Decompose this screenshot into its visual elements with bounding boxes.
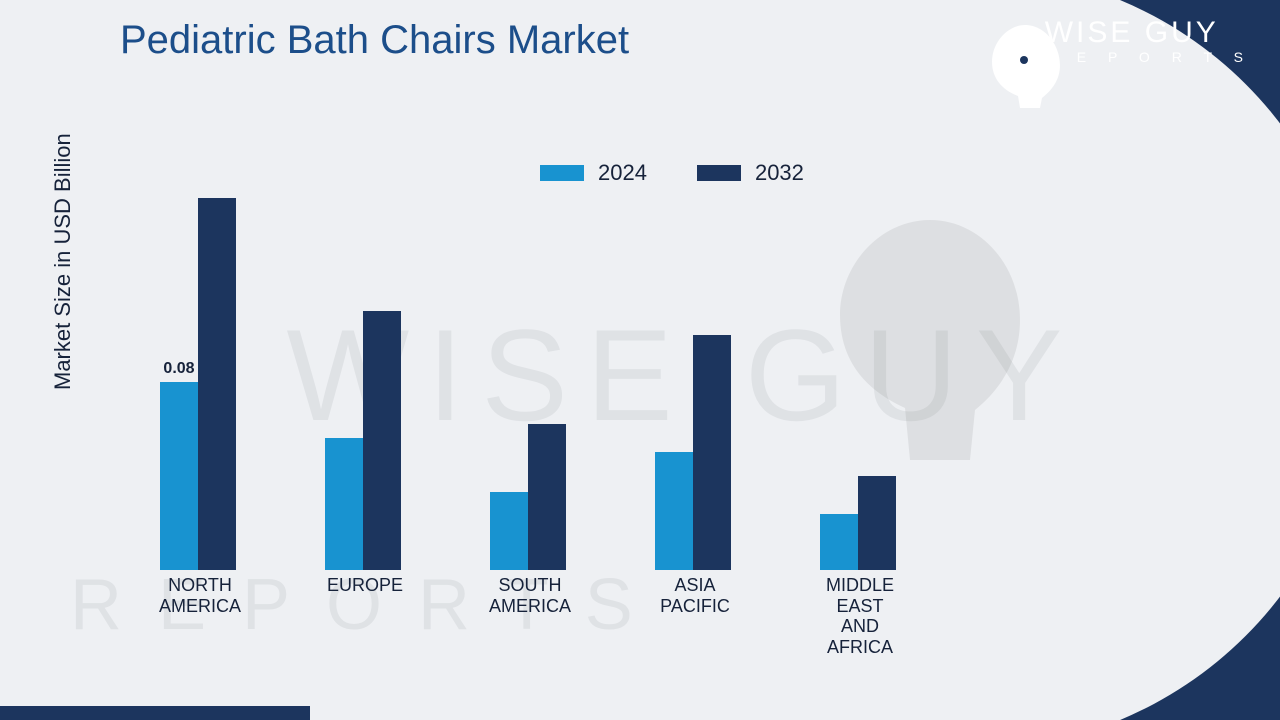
- bar-series-b: [198, 198, 236, 570]
- plot-area: 0.08NORTH AMERICAEUROPESOUTH AMERICAASIA…: [140, 170, 980, 570]
- bar-value-label: 0.08: [149, 360, 209, 378]
- brand-line1: WISE GUY: [1045, 18, 1252, 48]
- chart-area: Market Size in USD Billion 0.08NORTH AME…: [60, 150, 1000, 690]
- bar-series-b: [528, 424, 566, 570]
- bar-series-b: [693, 335, 731, 570]
- bar-series-a: [655, 452, 693, 570]
- bar-series-a: [160, 382, 198, 570]
- y-axis-label: Market Size in USD Billion: [50, 133, 76, 390]
- canvas: WISE GUY R E P O R T S Pediatric Bath Ch…: [0, 0, 1280, 720]
- bar-series-a: [490, 492, 528, 570]
- category-label: ASIA PACIFIC: [625, 575, 765, 616]
- bar-series-b: [363, 311, 401, 570]
- bar-series-a: [820, 514, 858, 570]
- bar-series-b: [858, 476, 896, 570]
- brand-logo-text: WISE GUY R E P O R T S: [1045, 18, 1252, 64]
- category-label: EUROPE: [295, 575, 435, 596]
- footer-accent-bar: [0, 706, 310, 720]
- category-label: MIDDLE EAST AND AFRICA: [790, 575, 930, 658]
- brand-line2: R E P O R T S: [1045, 50, 1252, 64]
- category-label: SOUTH AMERICA: [460, 575, 600, 616]
- category-label: NORTH AMERICA: [130, 575, 270, 616]
- chart-title: Pediatric Bath Chairs Market: [120, 18, 629, 63]
- bar-series-a: [325, 438, 363, 570]
